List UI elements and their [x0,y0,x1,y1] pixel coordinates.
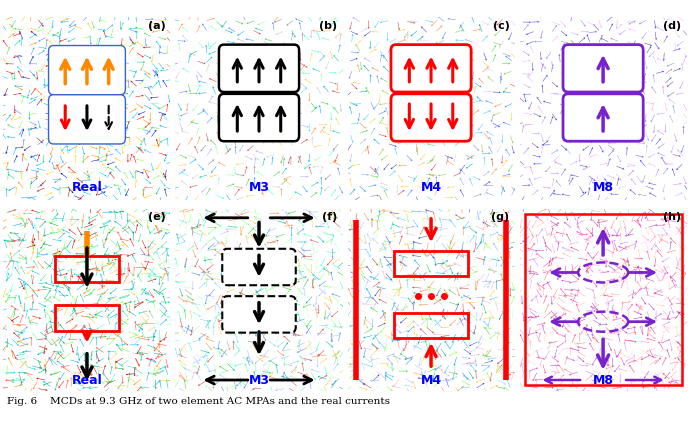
Text: M4: M4 [420,374,442,388]
Text: M4: M4 [420,181,442,194]
FancyBboxPatch shape [222,296,296,333]
Text: (b): (b) [319,21,338,31]
Text: Fig. 6    MCDs at 9.3 GHz of two element AC MPAs and the real currents: Fig. 6 MCDs at 9.3 GHz of two element AC… [7,397,390,406]
Text: (h): (h) [663,212,682,222]
FancyBboxPatch shape [49,45,125,95]
Text: Real: Real [72,374,103,388]
Bar [394,251,468,276]
Text: (g): (g) [491,212,510,222]
FancyBboxPatch shape [563,44,643,92]
FancyBboxPatch shape [391,94,471,141]
Text: (c): (c) [493,21,510,31]
Bar [55,305,119,331]
FancyBboxPatch shape [563,94,643,141]
Text: (f): (f) [322,212,338,222]
Text: (a): (a) [148,21,166,31]
FancyBboxPatch shape [222,249,296,285]
Bar [394,313,468,338]
Bar [55,256,119,282]
Text: M8: M8 [592,374,614,388]
FancyBboxPatch shape [219,94,299,141]
Text: M3: M3 [248,181,270,194]
Text: M3: M3 [248,374,270,388]
Text: (e): (e) [148,212,166,222]
FancyBboxPatch shape [391,44,471,92]
Text: (d): (d) [663,21,682,31]
FancyBboxPatch shape [219,44,299,92]
Text: Real: Real [72,181,103,194]
FancyBboxPatch shape [49,95,125,144]
Text: M8: M8 [592,181,614,194]
